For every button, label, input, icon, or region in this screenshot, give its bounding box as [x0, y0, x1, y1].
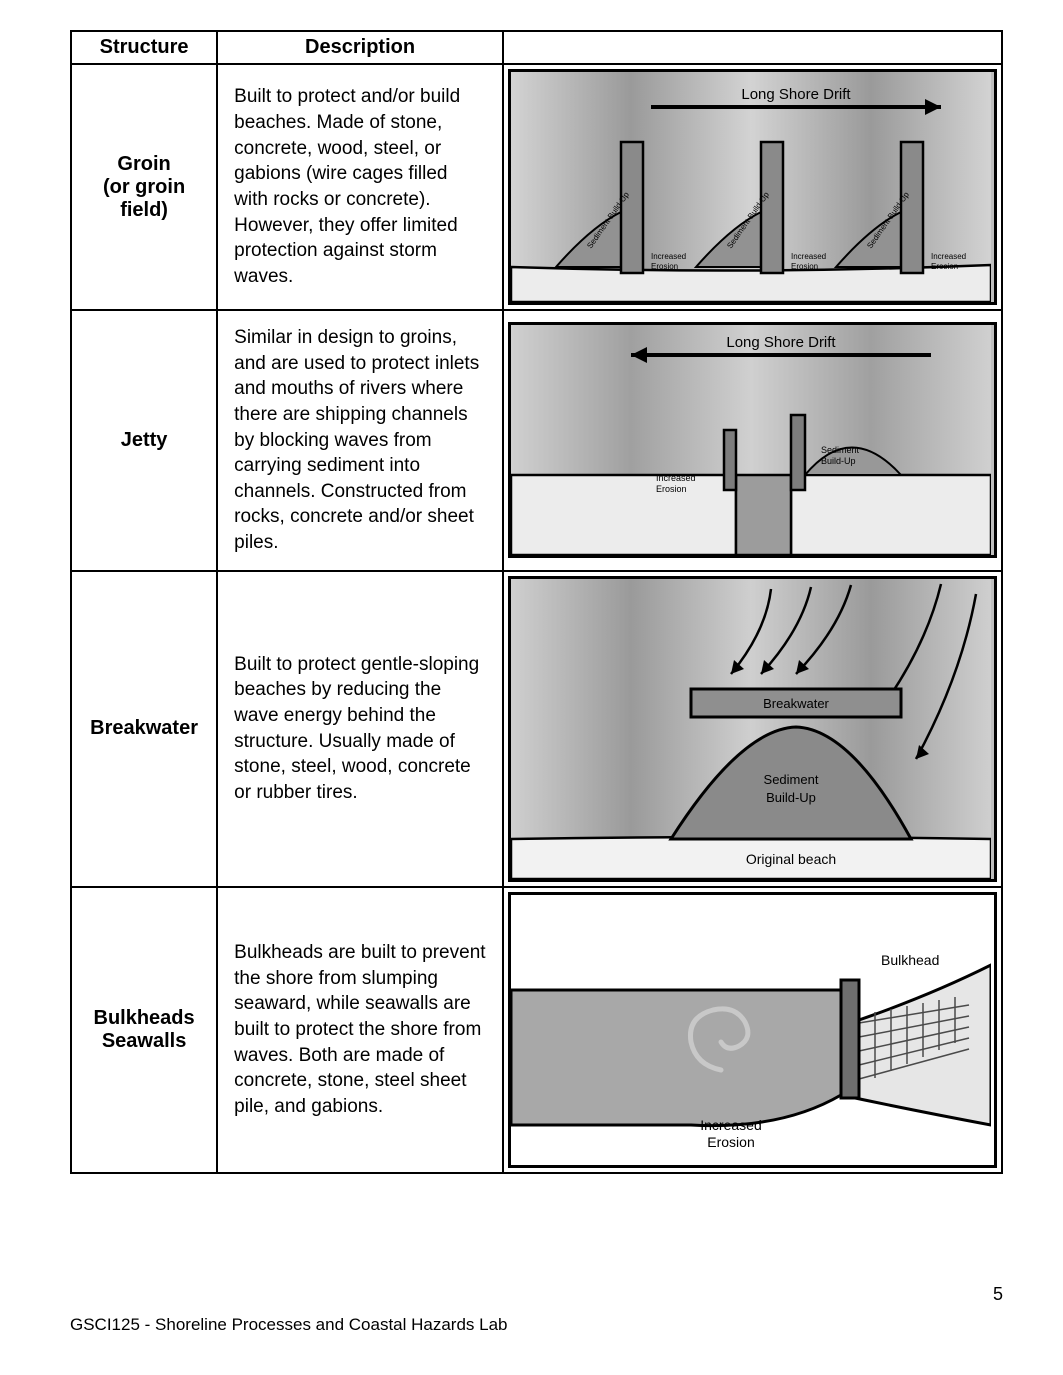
svg-text:Sediment: Sediment [764, 772, 819, 787]
description-bulkhead: Bulkheads are built to prevent the shore… [217, 887, 503, 1173]
header-diagram [503, 31, 1002, 64]
description-breakwater: Built to protect gentle-sloping beaches … [217, 571, 503, 887]
svg-text:Breakwater: Breakwater [763, 696, 829, 711]
footer-text: GSCI125 - Shoreline Processes and Coasta… [70, 1315, 508, 1335]
svg-text:Increased: Increased [656, 473, 696, 483]
table-row: Breakwater Built to protect gentle-slopi… [71, 571, 1002, 887]
diagram-jetty: Long Shore Drift IncreasedErosion Sediment… [503, 310, 1002, 571]
svg-text:Build-Up: Build-Up [766, 790, 816, 805]
coastal-structures-table: Structure Description Groin(or groin fie… [70, 30, 1003, 1174]
svg-text:Erosion: Erosion [707, 1134, 754, 1150]
page-number: 5 [993, 1284, 1003, 1305]
table-row: Groin(or groin field) Built to protect a… [71, 64, 1002, 310]
header-description: Description [217, 31, 503, 64]
svg-text:Original beach: Original beach [746, 851, 836, 867]
svg-text:Increased: Increased [651, 252, 686, 261]
svg-text:Build-Up: Build-Up [821, 456, 856, 466]
svg-text:Bulkhead: Bulkhead [881, 952, 939, 968]
structure-name-jetty: Jetty [71, 310, 217, 571]
table-row: Jetty Similar in design to groins, and a… [71, 310, 1002, 571]
svg-text:Increased: Increased [791, 252, 826, 261]
diagram-groin: Long Shore DriftSediment Build-UpIncreas… [503, 64, 1002, 310]
svg-text:Erosion: Erosion [651, 262, 678, 271]
diagram-breakwater: Original beach Sediment Build-Up Breakwater [503, 571, 1002, 887]
svg-text:Long Shore Drift: Long Shore Drift [741, 86, 851, 103]
svg-text:Erosion: Erosion [931, 262, 958, 271]
svg-text:Long Shore Drift: Long Shore Drift [726, 334, 836, 351]
structure-name-groin: Groin(or groin field) [71, 64, 217, 310]
svg-text:Increased: Increased [931, 252, 966, 261]
svg-text:Sediment: Sediment [821, 445, 860, 455]
structure-name-breakwater: Breakwater [71, 571, 217, 887]
svg-text:Increased: Increased [700, 1117, 761, 1133]
svg-text:Erosion: Erosion [656, 484, 687, 494]
description-groin: Built to protect and/or build beaches. M… [217, 64, 503, 310]
description-jetty: Similar in design to groins, and are use… [217, 310, 503, 571]
svg-text:Erosion: Erosion [791, 262, 818, 271]
structure-name-bulkhead: Bulkheads Seawalls [71, 887, 217, 1173]
table-row: Bulkheads Seawalls Bulkheads are built t… [71, 887, 1002, 1173]
diagram-bulkhead: Bulkhead IncreasedErosion [503, 887, 1002, 1173]
header-structure: Structure [71, 31, 217, 64]
